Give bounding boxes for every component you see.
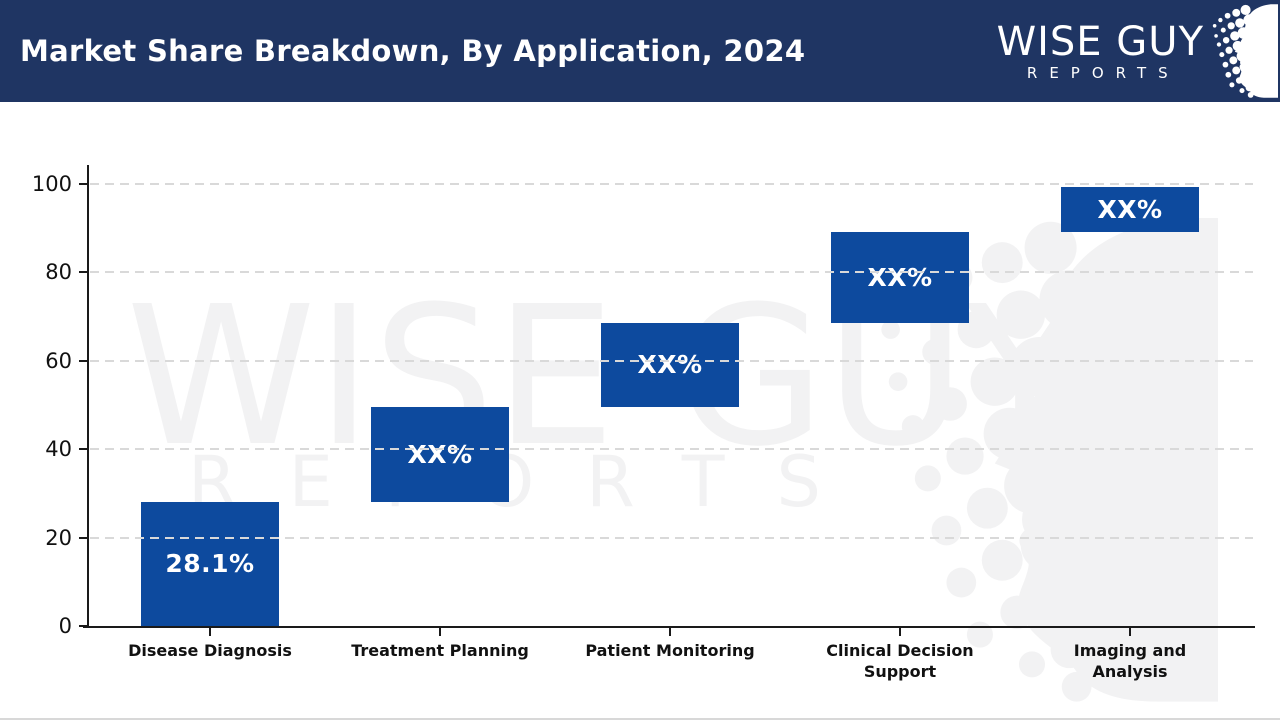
x-tick-label-line: Imaging and bbox=[1073, 641, 1187, 660]
x-tickmark bbox=[1129, 628, 1131, 636]
x-tick-label: Disease Diagnosis bbox=[100, 640, 320, 661]
y-tick-label: 60 bbox=[45, 348, 72, 373]
y-tickmark bbox=[79, 536, 88, 539]
x-tick-label: Imaging and Analysis bbox=[1020, 640, 1240, 682]
x-tick-label-line: Patient Monitoring bbox=[585, 641, 755, 660]
x-tick-label-line: Analysis bbox=[1092, 662, 1168, 681]
logo-wordmark: WISE GUY bbox=[996, 18, 1204, 65]
y-tickmark bbox=[79, 183, 88, 185]
y-tick-label: 0 bbox=[58, 614, 72, 638]
bar-value-label: XX% bbox=[867, 262, 933, 292]
y-tickmark bbox=[79, 448, 88, 451]
y-tickmark bbox=[79, 359, 88, 362]
x-tick-label-line: Support bbox=[863, 662, 937, 681]
x-tickmark bbox=[899, 628, 901, 636]
bar-segment: 28.1% bbox=[141, 501, 279, 626]
chart-title: Market Share Breakdown, By Application, … bbox=[20, 34, 806, 68]
bar-segment: XX% bbox=[371, 407, 509, 502]
y-tick-label: 100 bbox=[31, 172, 72, 196]
x-axis-spine bbox=[83, 626, 1255, 628]
x-tick-label: Treatment Planning bbox=[330, 640, 550, 661]
logo-text: WISE GUY REPORTS bbox=[997, 22, 1204, 81]
x-tick-label-line: Treatment Planning bbox=[351, 641, 529, 660]
bar-value-label: XX% bbox=[1097, 194, 1163, 224]
bar-segment: XX% bbox=[1061, 186, 1199, 233]
bar-value-label: 28.1% bbox=[165, 549, 255, 579]
bar-segment: XX% bbox=[601, 322, 739, 408]
x-tick-label-line: Clinical Decision bbox=[826, 641, 974, 660]
y-axis-spine bbox=[87, 165, 89, 628]
bar-segment: XX% bbox=[831, 232, 969, 323]
x-tick-label: Clinical Decision Support bbox=[790, 640, 1010, 682]
y-tickmark bbox=[79, 625, 88, 627]
wise-guy-logo: WISE GUY REPORTS bbox=[997, 0, 1278, 102]
header: Market Share Breakdown, By Application, … bbox=[0, 0, 1280, 102]
x-tick-label-line: Disease Diagnosis bbox=[128, 641, 292, 660]
x-tickmark bbox=[209, 628, 211, 636]
x-tickmark bbox=[669, 628, 671, 636]
y-tickmark bbox=[79, 271, 88, 274]
y-tick-label: 80 bbox=[45, 260, 72, 285]
y-tick-label: 40 bbox=[45, 437, 72, 462]
y-tick-label: 20 bbox=[45, 525, 72, 550]
bar-value-label: XX% bbox=[637, 350, 703, 380]
x-tick-label: Patient Monitoring bbox=[560, 640, 780, 661]
bar-value-label: XX% bbox=[407, 439, 473, 469]
logo-tagline: REPORTS bbox=[1026, 63, 1180, 82]
x-tickmark bbox=[439, 628, 441, 636]
